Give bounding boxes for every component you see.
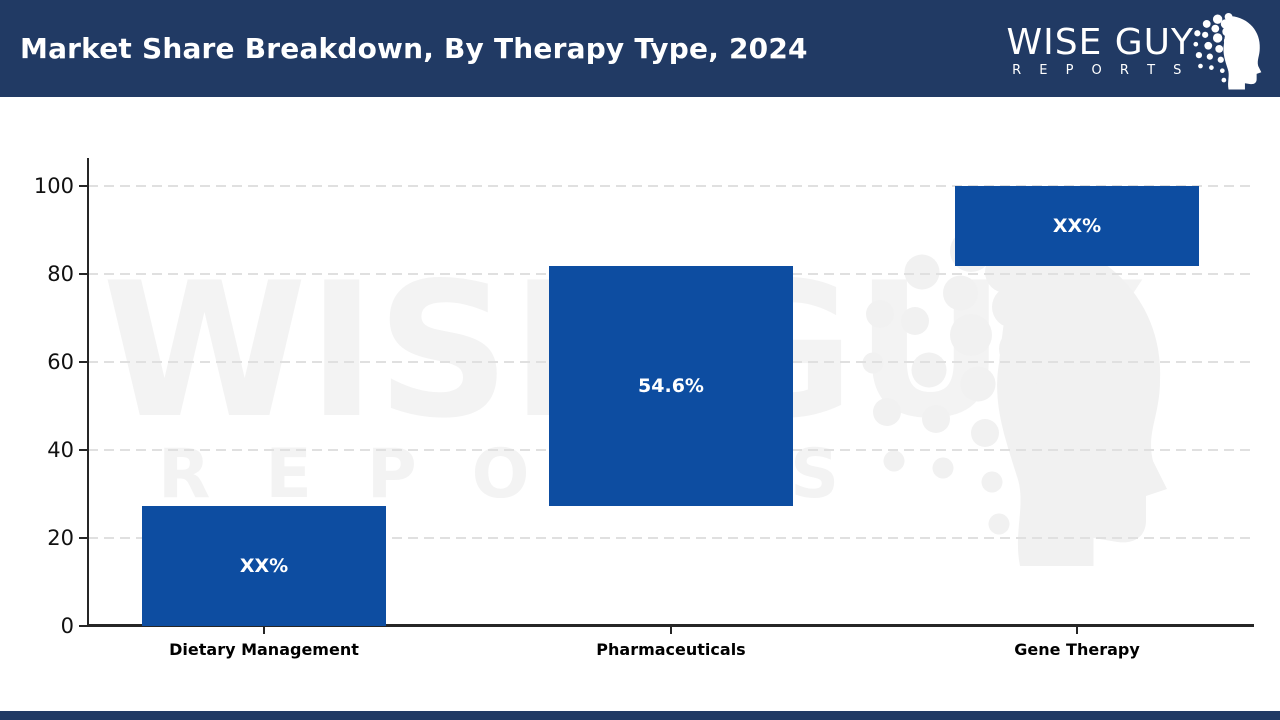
y-tick-label-100: 100 [33,174,74,198]
logo-wordmark: WISE GUY [1006,22,1194,63]
bar-segment-gene-therapy: XX% [955,186,1199,266]
bar-value-label-gene-therapy: XX% [1052,214,1102,237]
y-tick-mark-0 [79,625,87,627]
bar-value-label-dietary-management: XX% [239,554,289,577]
y-tick-label-40: 40 [47,438,74,462]
gridline-20 [88,537,1253,539]
x-tick-mark-pharmaceuticals [670,627,672,634]
x-tick-mark-dietary-management [263,627,265,634]
brand-logo-text: WISE GUY R E P O R T S [1006,22,1195,79]
y-tick-label-0: 0 [60,614,74,638]
bar-value-label-pharmaceuticals: 54.6% [638,374,704,397]
bar-segment-pharmaceuticals: 54.6% [549,265,793,506]
y-tick-mark-40 [79,449,87,451]
bar-chart: 0 20 40 60 80 100 XX% Dietary Management 54.6% Ph… [0,97,1280,711]
y-tick-mark-20 [79,537,87,539]
y-tick-mark-80 [79,273,87,275]
x-axis-line [87,624,1254,627]
head-profile-icon [1193,13,1262,90]
x-tick-mark-gene-therapy [1076,627,1078,634]
gridline-100 [88,185,1253,187]
brand-logo: WISE GUY R E P O R T S [1006,6,1266,94]
x-category-label-pharmaceuticals: Pharmaceuticals [596,640,746,659]
y-tick-mark-100 [79,185,87,187]
page-title: Market Share Breakdown, By Therapy Type,… [20,32,808,65]
x-category-label-dietary-management: Dietary Management [169,640,359,659]
bar-segment-dietary-management: XX% [142,505,386,626]
y-axis-line [87,158,89,627]
x-category-label-gene-therapy: Gene Therapy [1014,640,1140,659]
header-bar: Market Share Breakdown, By Therapy Type,… [0,0,1280,97]
y-tick-mark-60 [79,361,87,363]
footer-bar [0,711,1280,720]
y-tick-label-80: 80 [47,262,74,286]
y-tick-label-60: 60 [47,350,74,374]
logo-subtext: R E P O R T S [1012,63,1189,78]
y-tick-label-20: 20 [47,526,74,550]
